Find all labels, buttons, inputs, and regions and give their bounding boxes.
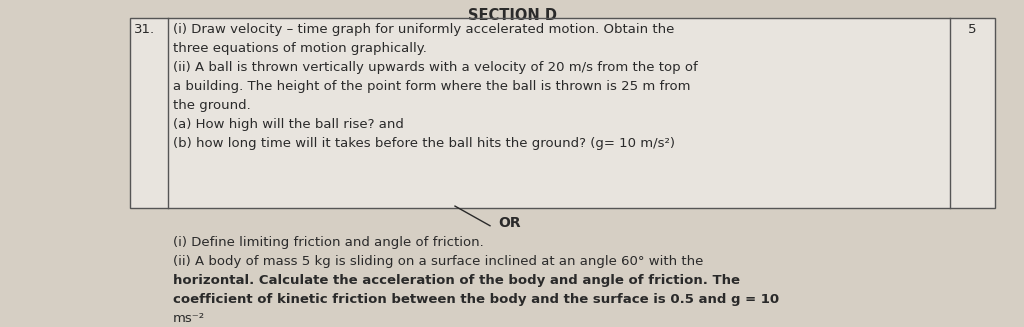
Text: coefficient of kinetic friction between the body and the surface is 0.5 and g = : coefficient of kinetic friction between … [173, 293, 779, 306]
Text: 31.: 31. [134, 23, 155, 36]
Text: OR: OR [499, 216, 521, 230]
Text: (a) How high will the ball rise? and: (a) How high will the ball rise? and [173, 118, 403, 131]
Text: SECTION D: SECTION D [468, 8, 556, 23]
Text: (ii) A body of mass 5 kg is sliding on a surface inclined at an angle 60° with t: (ii) A body of mass 5 kg is sliding on a… [173, 255, 703, 268]
Text: horizontal. Calculate the acceleration of the body and angle of friction. The: horizontal. Calculate the acceleration o… [173, 274, 740, 287]
Text: three equations of motion graphically.: three equations of motion graphically. [173, 42, 427, 55]
Text: (b) how long time will it takes before the ball hits the ground? (g= 10 m/s²): (b) how long time will it takes before t… [173, 137, 675, 150]
Text: (i) Define limiting friction and angle of friction.: (i) Define limiting friction and angle o… [173, 235, 483, 249]
Bar [130, 18, 995, 208]
Text: a building. The height of the point form where the ball is thrown is 25 m from: a building. The height of the point form… [173, 80, 690, 93]
Text: (ii) A ball is thrown vertically upwards with a velocity of 20 m/s from the top : (ii) A ball is thrown vertically upwards… [173, 61, 697, 74]
Text: ms⁻²: ms⁻² [173, 312, 205, 325]
Bar [130, 18, 995, 208]
Text: 5: 5 [969, 23, 977, 36]
Text: the ground.: the ground. [173, 99, 251, 112]
Text: (i) Draw velocity – time graph for uniformly accelerated motion. Obtain the: (i) Draw velocity – time graph for unifo… [173, 23, 675, 36]
